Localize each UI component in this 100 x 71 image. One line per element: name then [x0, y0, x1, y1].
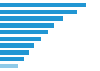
Bar — [0, 16, 63, 21]
Bar — [0, 57, 24, 61]
Bar — [0, 50, 28, 55]
Bar — [0, 37, 41, 41]
Bar — [0, 30, 48, 34]
Bar — [0, 43, 34, 48]
Bar — [0, 64, 18, 68]
Bar — [0, 23, 54, 28]
Bar — [0, 3, 86, 7]
Bar — [0, 10, 77, 14]
